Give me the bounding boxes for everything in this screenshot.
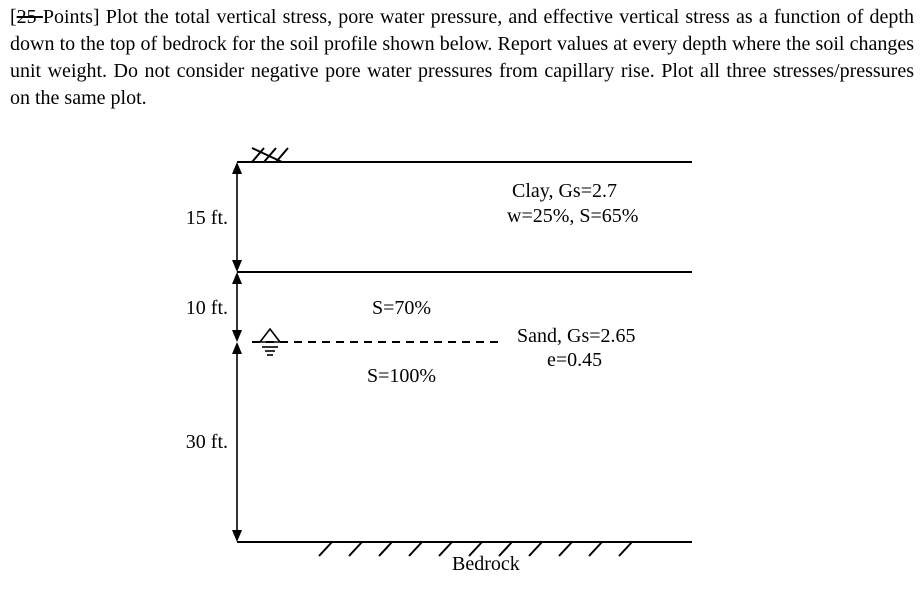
soil-profile-figure: 15 ft. 10 ft. 30 ft. Clay, Gs=2.7 w=25%,…: [10, 142, 914, 572]
problem-statement: [25 Points] Plot the total vertical stre…: [10, 4, 914, 112]
s70-label: S=70%: [372, 297, 431, 319]
soil-profile-svg: 15 ft. 10 ft. 30 ft. Clay, Gs=2.7 w=25%,…: [152, 142, 772, 572]
dim-15ft: 15 ft.: [186, 162, 242, 272]
dim-30ft: 30 ft.: [186, 342, 242, 542]
problem-text: [25 Points] Plot the total vertical stre…: [10, 6, 914, 109]
dim-10ft-label: 10 ft.: [186, 297, 228, 319]
ground-hatch-icon: [252, 148, 288, 162]
clay-label-2: w=25%, S=65%: [507, 205, 638, 227]
s100-label: S=100%: [367, 365, 436, 387]
dim-10ft: 10 ft.: [186, 272, 242, 342]
water-table-icon: [260, 329, 280, 355]
bedrock-label: Bedrock: [452, 553, 520, 572]
dim-30ft-label: 30 ft.: [186, 431, 228, 453]
sand-label-1: Sand, Gs=2.65: [517, 325, 636, 347]
dim-15ft-label: 15 ft.: [186, 207, 228, 229]
clay-label-1: Clay, Gs=2.7: [512, 180, 617, 202]
sand-label-2: e=0.45: [547, 349, 602, 371]
